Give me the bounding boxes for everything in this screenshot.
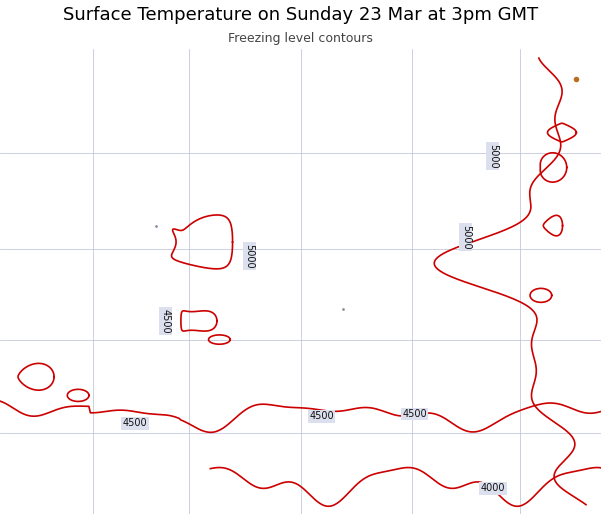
Text: 4500: 4500 [160,308,170,333]
Text: 4500: 4500 [310,411,334,421]
Text: Surface Temperature on Sunday 23 Mar at 3pm GMT: Surface Temperature on Sunday 23 Mar at … [63,6,538,24]
Text: 4000: 4000 [481,483,505,493]
Text: 5000: 5000 [488,143,498,168]
Text: Freezing level contours: Freezing level contours [228,31,373,45]
Text: 5000: 5000 [461,225,471,249]
Text: 4500: 4500 [403,409,427,419]
Text: 5000: 5000 [245,244,254,268]
Text: 4500: 4500 [123,418,147,428]
